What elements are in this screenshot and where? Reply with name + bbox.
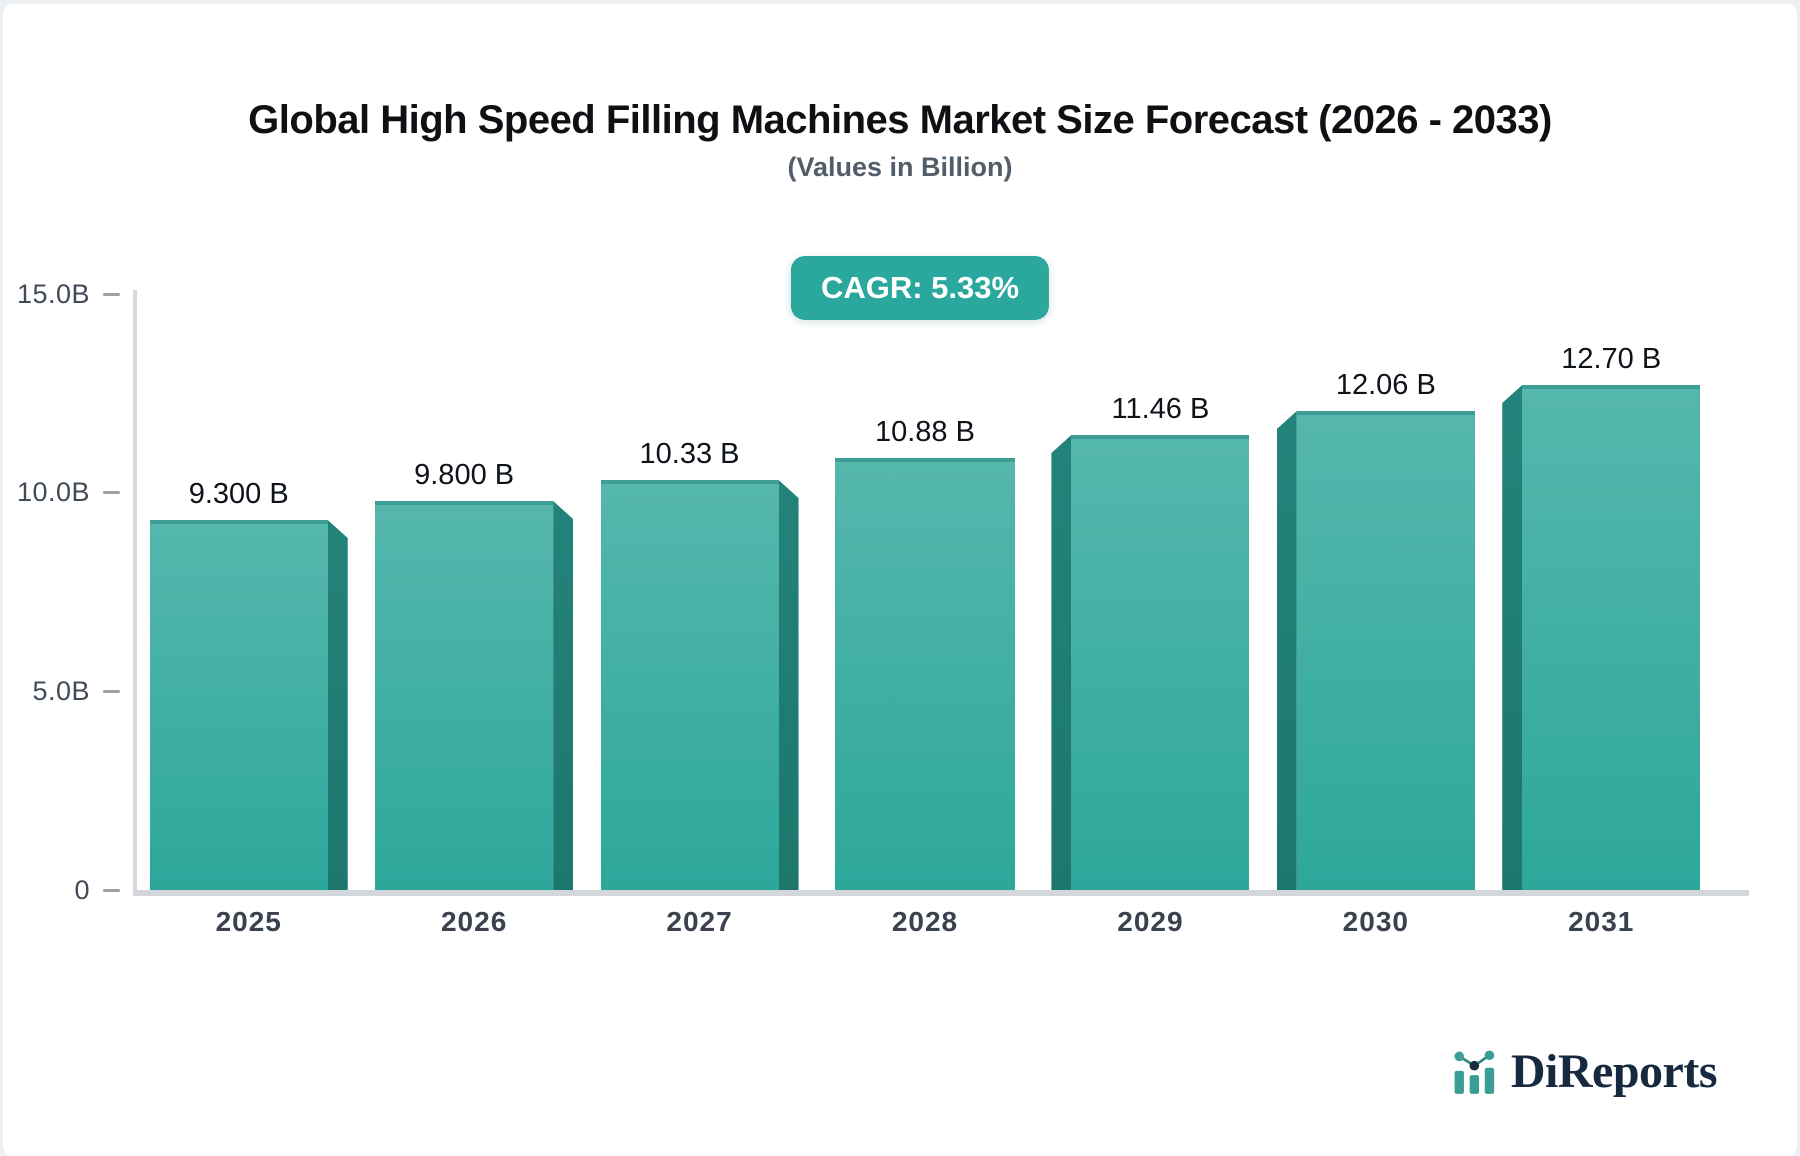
bar-3d-side	[1051, 435, 1072, 890]
x-label-slot: 2029	[1038, 906, 1263, 938]
bar-slot: 9.800 B	[361, 459, 586, 890]
x-axis-line	[133, 890, 1749, 896]
x-label-slot: 2025	[136, 906, 361, 938]
x-axis-label: 2028	[891, 906, 959, 937]
chart-card: Global High Speed Filling Machines Marke…	[3, 4, 1797, 1156]
bar-2026: 9.800 B	[375, 459, 574, 890]
bar-2028: 10.88 B	[834, 416, 1015, 890]
bar-slot: 9.300 B	[136, 478, 361, 890]
y-tick-mark	[103, 292, 120, 296]
plot-area: 15.0B 10.0B 5.0B 0 9.300 B 9.800 B 10.33 B 10.…	[3, 4, 1797, 1156]
bar-value-label: 11.46 B	[1111, 393, 1210, 425]
y-tick-label: 15.0B	[16, 278, 90, 309]
bar-face	[149, 520, 328, 890]
bar-face	[1296, 411, 1475, 890]
x-label-slot: 2028	[812, 906, 1037, 938]
bar-face	[834, 458, 1015, 890]
y-axis-line	[133, 290, 137, 896]
bar-value-label: 12.06 B	[1335, 369, 1436, 401]
x-axis-labels: 2025 2026 2027 2028 2029 2030 2031	[136, 906, 1714, 938]
x-axis-label: 2030	[1342, 906, 1409, 937]
y-tick-label: 0	[74, 874, 90, 905]
y-tick: 5.0B	[3, 673, 120, 709]
chart-title: Global High Speed Filling Machines Marke…	[248, 98, 1552, 142]
bar-slot: 10.33 B	[587, 438, 812, 890]
bar-face	[375, 501, 554, 890]
y-tick-mark	[103, 888, 120, 892]
x-label-slot: 2030	[1263, 906, 1488, 938]
bar-value-label: 9.800 B	[414, 459, 515, 491]
bar-value-label: 10.33 B	[639, 438, 740, 470]
bar-3d-side	[553, 501, 574, 890]
brand-name: DiReports	[1510, 1045, 1718, 1098]
bar-face	[1522, 385, 1701, 890]
bar-3d-side	[1276, 411, 1297, 890]
bar-2031: 12.70 B	[1502, 343, 1701, 890]
bar-value-label: 9.300 B	[188, 478, 289, 510]
x-axis-label: 2027	[666, 906, 733, 937]
bar-value-label: 12.70 B	[1561, 343, 1662, 375]
bar-line-chart-icon	[1454, 1050, 1495, 1094]
bar-2027: 10.33 B	[600, 438, 799, 890]
x-axis-label: 2026	[440, 906, 508, 937]
y-tick-mark	[103, 491, 120, 495]
y-tick-mark	[103, 689, 120, 693]
bar-slot: 11.46 B	[1038, 393, 1263, 890]
bar-3d-side	[1502, 385, 1523, 890]
bar-face	[600, 480, 779, 890]
x-label-slot: 2026	[361, 906, 586, 938]
bar-slot: 12.70 B	[1489, 343, 1714, 890]
bar-slot: 12.06 B	[1263, 369, 1488, 890]
x-label-slot: 2031	[1489, 906, 1714, 938]
y-tick-label: 5.0B	[32, 675, 90, 706]
x-axis-label: 2029	[1117, 906, 1184, 937]
x-axis-label: 2025	[215, 906, 282, 937]
bar-3d-side	[778, 480, 799, 890]
y-tick-label: 10.0B	[16, 477, 90, 508]
y-tick: 15.0B	[3, 276, 120, 312]
bar-2030: 12.06 B	[1276, 369, 1475, 890]
bar-3d-side	[327, 520, 348, 890]
bar-face	[1071, 435, 1250, 890]
bars-row: 9.300 B 9.800 B 10.33 B 10.88 B 11.46 B 12.06…	[136, 290, 1714, 890]
bar-value-label: 10.88 B	[874, 416, 975, 448]
x-axis-label: 2031	[1568, 906, 1635, 937]
bar-2025: 9.300 B	[149, 478, 348, 890]
x-label-slot: 2027	[587, 906, 812, 938]
chart-subtitle: (Values in Billion)	[787, 152, 1013, 182]
brand-watermark: DiReports	[1453, 1045, 1718, 1098]
bar-2029: 11.46 B	[1051, 393, 1250, 890]
cagr-badge: CAGR: 5.33%	[790, 256, 1050, 320]
y-tick: 0	[3, 872, 120, 908]
bar-slot: 10.88 B	[812, 416, 1037, 890]
y-tick: 10.0B	[3, 475, 120, 511]
